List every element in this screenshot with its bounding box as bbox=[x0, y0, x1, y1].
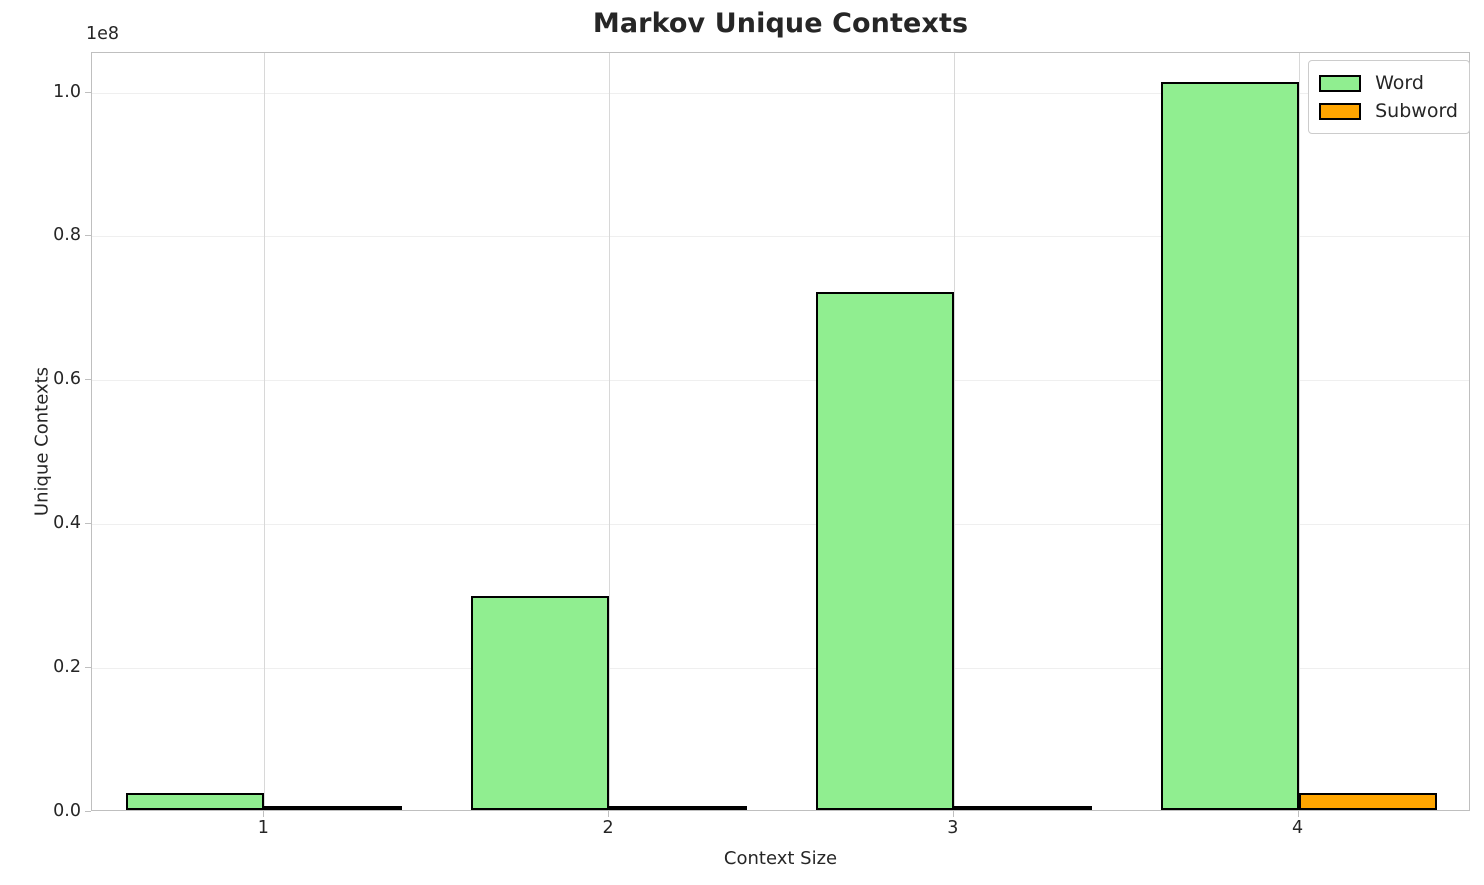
plot-area bbox=[91, 52, 1470, 811]
gridline-horizontal bbox=[92, 236, 1469, 238]
legend-item-word[interactable]: Word bbox=[1319, 69, 1458, 97]
x-axis-tick-mark bbox=[1297, 811, 1299, 817]
legend-label-word: Word bbox=[1375, 72, 1424, 94]
y-axis-tick-label: 1.0 bbox=[53, 81, 81, 102]
x-axis-tick-label: 4 bbox=[1292, 818, 1304, 838]
gridline-horizontal bbox=[92, 380, 1469, 382]
y-axis-tick-label: 0.8 bbox=[53, 225, 81, 246]
legend-swatch-word-icon bbox=[1319, 74, 1362, 92]
gridline-horizontal bbox=[92, 668, 1469, 670]
y-axis-tick-labels: 0.0 0.2 0.4 0.6 0.8 1.0 bbox=[0, 0, 91, 885]
y-axis-tick-mark bbox=[85, 379, 91, 381]
chart-legend: Word Subword bbox=[1308, 60, 1470, 134]
legend-item-subword[interactable]: Subword bbox=[1319, 97, 1458, 125]
bar-subword-context-3 bbox=[953, 806, 1092, 810]
bar-word-context-3 bbox=[815, 292, 954, 810]
x-axis-label: Context Size bbox=[723, 848, 838, 869]
y-axis-tick-label: 0.0 bbox=[53, 801, 81, 821]
gridline-horizontal bbox=[92, 524, 1469, 526]
bar-subword-context-4 bbox=[1298, 793, 1437, 810]
y-axis-tick-mark bbox=[85, 91, 91, 93]
gridline-horizontal bbox=[92, 92, 1469, 94]
gridline-vertical bbox=[264, 53, 265, 810]
gridline-vertical bbox=[954, 53, 955, 810]
y-axis-tick-mark bbox=[85, 235, 91, 237]
y-axis-offset-text: 1e8 bbox=[86, 24, 120, 44]
x-axis-tick-mark bbox=[263, 811, 265, 817]
y-axis-tick-mark bbox=[85, 667, 91, 669]
bar-word-context-1 bbox=[126, 793, 265, 810]
legend-swatch-subword-icon bbox=[1319, 102, 1362, 120]
gridline-vertical bbox=[1299, 53, 1300, 810]
y-axis-tick-mark bbox=[85, 811, 91, 812]
x-axis-tick-mark bbox=[608, 811, 610, 817]
legend-label-subword: Subword bbox=[1375, 100, 1458, 122]
y-axis-tick-mark bbox=[85, 523, 91, 525]
y-axis-tick-label: 0.2 bbox=[53, 657, 81, 678]
bar-subword-context-2 bbox=[609, 806, 748, 810]
x-axis-tick-mark bbox=[952, 811, 954, 817]
gridline-vertical bbox=[609, 53, 610, 810]
x-axis-tick-label: 1 bbox=[257, 818, 269, 838]
x-axis-tick-label: 2 bbox=[602, 818, 614, 838]
y-axis-tick-label: 0.6 bbox=[53, 369, 81, 390]
page-title: Markov Unique Contexts bbox=[592, 8, 969, 39]
y-axis-tick-label: 0.4 bbox=[53, 513, 81, 534]
y-axis-label: Unique Contexts bbox=[31, 366, 53, 517]
x-axis-tick-label: 3 bbox=[947, 818, 959, 838]
bar-subword-context-1 bbox=[264, 806, 403, 810]
bar-word-context-4 bbox=[1160, 81, 1299, 810]
bar-word-context-2 bbox=[471, 595, 610, 810]
